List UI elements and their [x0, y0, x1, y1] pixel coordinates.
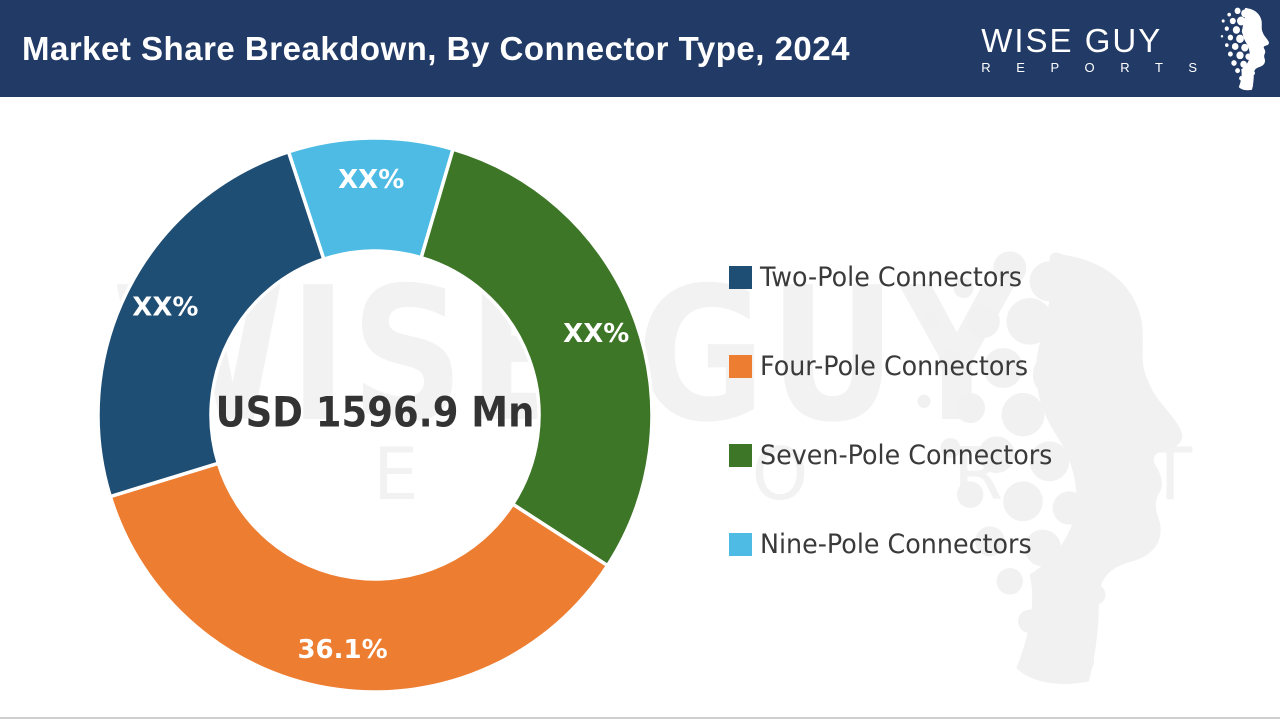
segment-value-label-nine: XX% [338, 165, 404, 195]
wiseguy-logo: WISE GUY R E P O R T S [981, 0, 1270, 97]
logo-text: WISE GUY R E P O R T S [981, 24, 1208, 74]
donut-center-value: USD 1596.9 Mn [215, 387, 535, 437]
donut-segment-four[interactable] [108, 461, 610, 694]
segment-value-label-seven: XX% [563, 319, 629, 349]
logo-subtitle: R E P O R T S [981, 59, 1208, 75]
legend-label-two: Two-Pole Connectors [760, 261, 1023, 293]
donut-segment-seven[interactable] [419, 147, 654, 568]
segment-value-label-four: 36.1% [297, 635, 387, 665]
legend-item-two-pole-connectors[interactable]: Two-Pole Connectors [729, 261, 1071, 293]
legend-label-four: Four-Pole Connectors [760, 350, 1029, 382]
segment-value-label-two: XX% [132, 293, 198, 323]
logo-wordmark: WISE GUY [981, 21, 1163, 59]
legend-item-four-pole-connectors[interactable]: Four-Pole Connectors [729, 350, 1071, 382]
page-title: Market Share Breakdown, By Connector Typ… [22, 29, 850, 67]
legend-swatch-nine [729, 532, 752, 556]
legend-label-seven: Seven-Pole Connectors [760, 439, 1053, 471]
legend-swatch-two [729, 265, 752, 289]
legend-label-nine: Nine-Pole Connectors [760, 528, 1032, 560]
legend-item-seven-pole-connectors[interactable]: Seven-Pole Connectors [729, 439, 1071, 471]
legend-swatch-seven [729, 443, 752, 467]
legend-swatch-four [729, 354, 752, 378]
bottom-divider [0, 717, 1280, 719]
legend-item-nine-pole-connectors[interactable]: Nine-Pole Connectors [729, 528, 1071, 560]
chart-legend: Two-Pole Connectors Four-Pole Connectors S… [729, 261, 1071, 560]
header-bar: Market Share Breakdown, By Connector Typ… [0, 0, 1280, 97]
donut-segment-two[interactable] [96, 150, 326, 499]
